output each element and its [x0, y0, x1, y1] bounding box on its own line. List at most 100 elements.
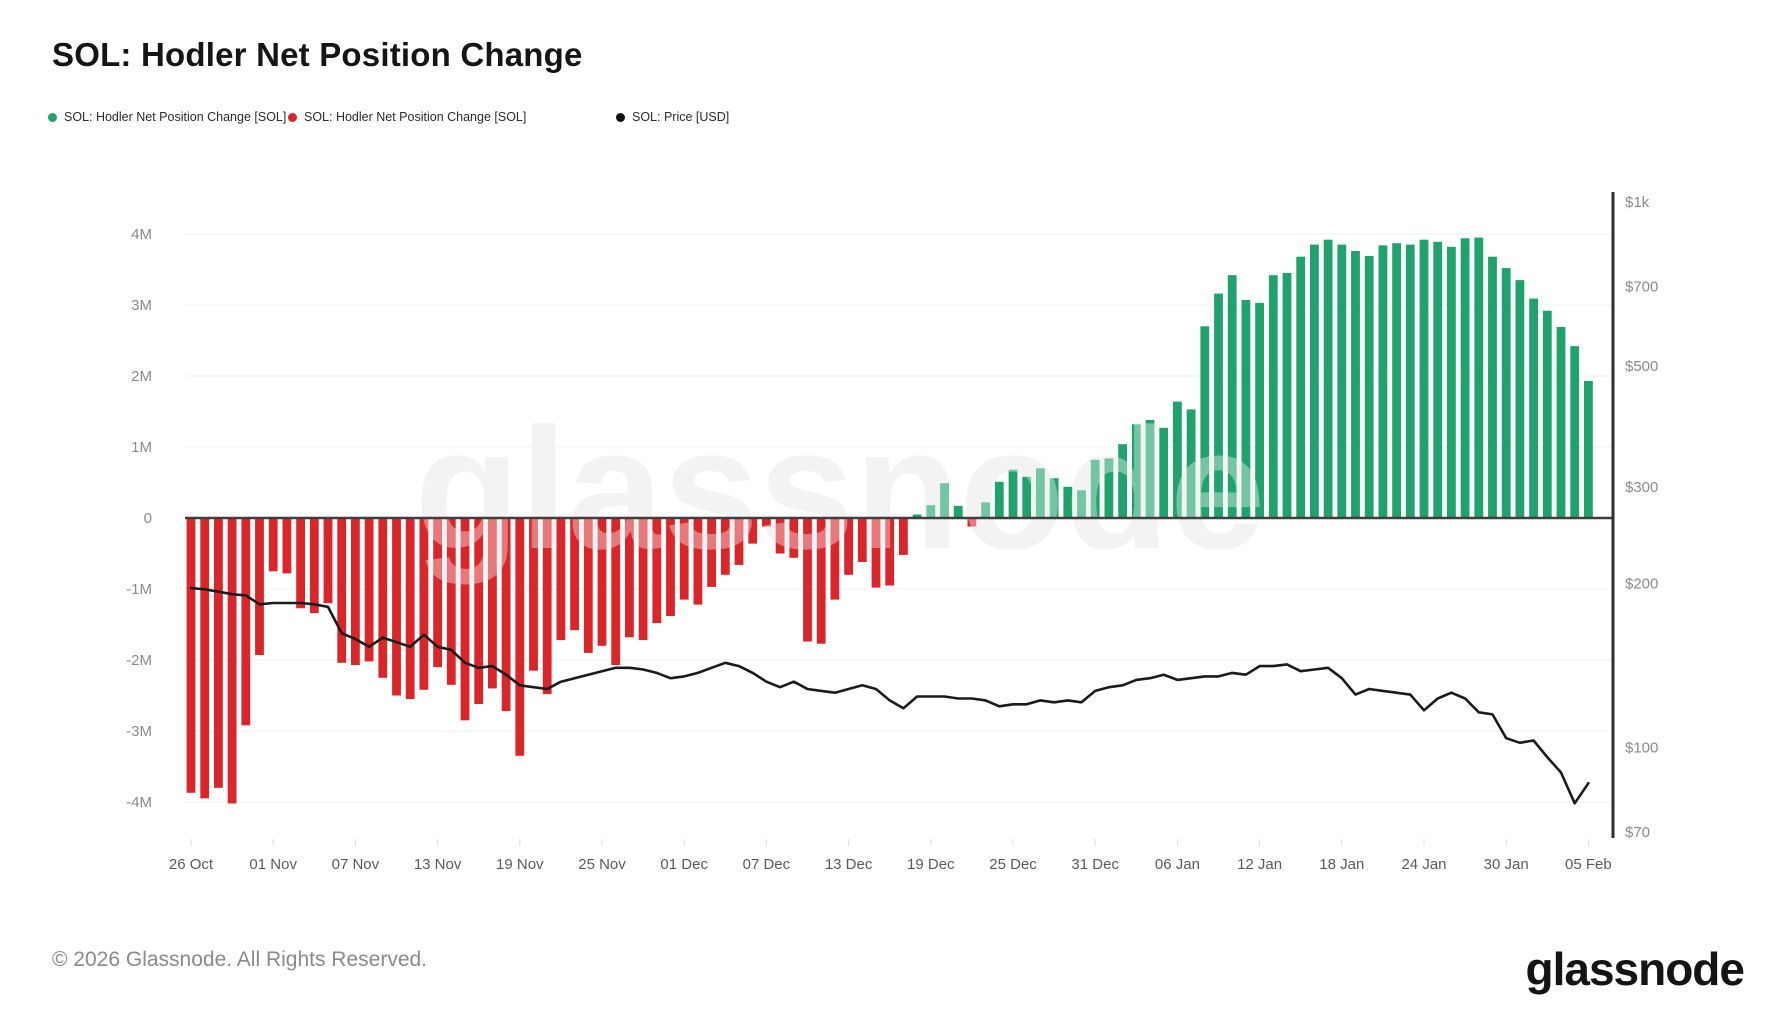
bar[interactable]: [762, 518, 771, 527]
bar[interactable]: [1419, 239, 1429, 518]
bar[interactable]: [1118, 444, 1127, 518]
bar[interactable]: [1173, 401, 1182, 518]
bar[interactable]: [1405, 244, 1415, 518]
bar[interactable]: [214, 518, 223, 788]
bar[interactable]: [720, 518, 730, 575]
bar[interactable]: [296, 518, 305, 609]
bar[interactable]: [1447, 246, 1456, 519]
bar[interactable]: [392, 518, 401, 696]
bar[interactable]: [1392, 243, 1401, 518]
bar[interactable]: [912, 514, 922, 519]
bar[interactable]: [1090, 459, 1100, 518]
bar[interactable]: [899, 518, 908, 555]
bar[interactable]: [1268, 275, 1278, 518]
bar[interactable]: [227, 518, 237, 804]
bar[interactable]: [967, 518, 977, 527]
bar[interactable]: [255, 518, 264, 655]
bar[interactable]: [1186, 409, 1196, 518]
chart-area[interactable]: glassnodeglassnode4M3M2M1M0-1M-2M-3M-4M$…: [0, 0, 1792, 900]
bar[interactable]: [1104, 458, 1114, 518]
bar[interactable]: [1570, 346, 1580, 518]
bar[interactable]: [515, 518, 525, 756]
bar[interactable]: [378, 518, 388, 678]
bar[interactable]: [309, 518, 319, 614]
bar[interactable]: [1214, 293, 1223, 518]
bar[interactable]: [830, 518, 840, 600]
bar[interactable]: [364, 518, 374, 662]
bar[interactable]: [488, 518, 497, 689]
bar[interactable]: [542, 518, 552, 695]
bar[interactable]: [446, 518, 456, 685]
bar[interactable]: [1227, 275, 1237, 518]
bar[interactable]: [1036, 468, 1045, 518]
bar[interactable]: [1310, 244, 1319, 518]
bar[interactable]: [433, 518, 442, 668]
bar[interactable]: [200, 518, 210, 799]
bar[interactable]: [1323, 239, 1333, 518]
bar[interactable]: [611, 518, 621, 665]
bar[interactable]: [789, 518, 799, 558]
bar[interactable]: [1501, 268, 1511, 518]
price-line[interactable]: [189, 586, 1590, 805]
bar[interactable]: [1049, 478, 1059, 518]
bar[interactable]: [816, 518, 826, 644]
bar[interactable]: [1008, 469, 1018, 518]
bar[interactable]: [1556, 327, 1566, 518]
bar[interactable]: [1488, 256, 1497, 518]
bar[interactable]: [1515, 280, 1525, 518]
bar[interactable]: [707, 518, 716, 587]
bar[interactable]: [1364, 256, 1374, 518]
bar[interactable]: [679, 518, 689, 600]
bar[interactable]: [994, 481, 1004, 518]
bar[interactable]: [1255, 302, 1264, 518]
bar[interactable]: [734, 518, 744, 565]
bar[interactable]: [460, 518, 470, 721]
bar[interactable]: [1022, 476, 1032, 518]
bar[interactable]: [1433, 241, 1443, 519]
bar[interactable]: [857, 518, 867, 562]
bar[interactable]: [1460, 238, 1470, 519]
bar[interactable]: [405, 518, 415, 699]
bar[interactable]: [1063, 486, 1073, 518]
bar[interactable]: [885, 518, 895, 586]
bar[interactable]: [583, 518, 593, 653]
bar[interactable]: [1378, 245, 1388, 518]
bar[interactable]: [1529, 298, 1538, 518]
bar[interactable]: [926, 505, 936, 518]
legend-item-2[interactable]: SOL: Price [USD]: [616, 110, 729, 124]
bar[interactable]: [241, 518, 251, 726]
bar[interactable]: [1200, 326, 1210, 518]
bar[interactable]: [625, 518, 634, 638]
bar[interactable]: [1296, 256, 1306, 518]
bar[interactable]: [803, 518, 812, 642]
bar[interactable]: [1077, 490, 1086, 518]
bar[interactable]: [474, 518, 484, 704]
bar[interactable]: [570, 518, 579, 631]
bar[interactable]: [419, 518, 429, 690]
bar[interactable]: [1131, 424, 1141, 518]
bar[interactable]: [693, 518, 703, 605]
bar[interactable]: [981, 502, 990, 518]
bar[interactable]: [666, 518, 675, 616]
bar[interactable]: [871, 518, 881, 588]
bar[interactable]: [638, 518, 648, 641]
legend-item-0[interactable]: SOL: Hodler Net Position Change [SOL]: [48, 110, 286, 124]
bar[interactable]: [748, 518, 758, 544]
bar[interactable]: [282, 518, 292, 574]
bar[interactable]: [268, 518, 278, 572]
bar[interactable]: [844, 518, 853, 575]
bar[interactable]: [1145, 420, 1155, 518]
legend-item-1[interactable]: SOL: Hodler Net Position Change [SOL]: [288, 110, 526, 124]
bar[interactable]: [1337, 244, 1347, 518]
bar[interactable]: [597, 518, 607, 646]
bar[interactable]: [1474, 237, 1484, 518]
bar[interactable]: [501, 518, 511, 712]
bar[interactable]: [1542, 310, 1552, 518]
bar[interactable]: [186, 518, 196, 793]
bar[interactable]: [1584, 381, 1593, 518]
bar[interactable]: [323, 518, 333, 604]
bar[interactable]: [953, 505, 963, 518]
bar[interactable]: [1159, 427, 1169, 518]
bar[interactable]: [351, 518, 360, 665]
bar[interactable]: [1282, 273, 1292, 518]
